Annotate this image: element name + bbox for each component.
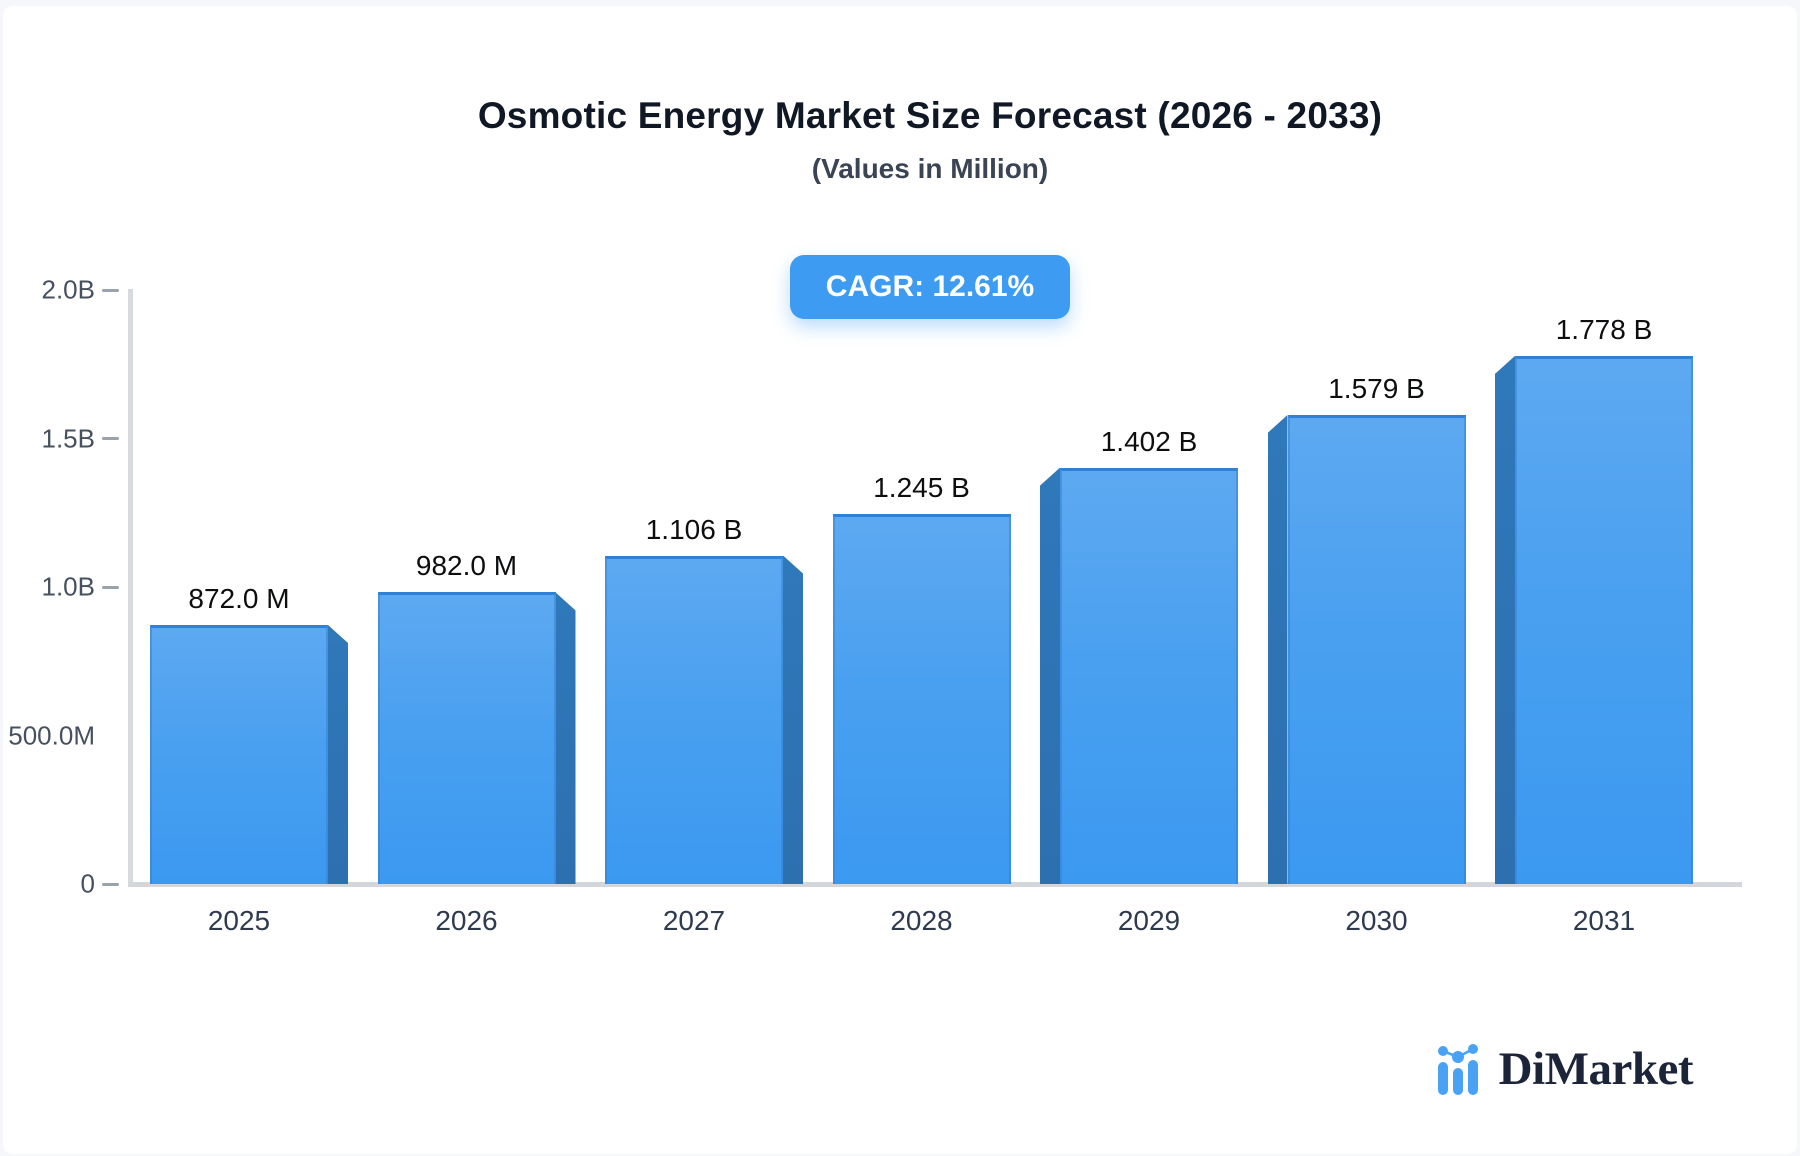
y-axis-label: 0 <box>80 868 95 899</box>
bar <box>377 592 556 884</box>
x-axis-label: 2028 <box>890 905 953 936</box>
x-axis-label: 2030 <box>1345 905 1408 936</box>
bar-side <box>1267 415 1288 884</box>
bar <box>605 555 783 884</box>
bar-side <box>555 592 576 884</box>
bar-value-label: 1.778 B <box>1555 313 1653 345</box>
bar <box>1060 467 1238 884</box>
chart-card: Osmotic Energy Market Size Forecast (202… <box>3 6 1797 1154</box>
y-axis-tick <box>102 882 119 886</box>
y-axis-line <box>128 289 133 887</box>
bar-value-label: 1.402 B <box>1100 425 1198 457</box>
y-axis-label: 500.0M <box>8 720 95 750</box>
y-axis-label: 1.5B <box>41 423 96 453</box>
bar-value-label: 1.106 B <box>645 513 743 545</box>
bar-value-label: 1.245 B <box>873 472 970 504</box>
y-axis-tick <box>102 288 119 292</box>
chart-header: Osmotic Energy Market Size Forecast (202… <box>63 95 1797 185</box>
bar <box>1515 355 1693 884</box>
brand-name: DiMarket <box>1498 1043 1694 1095</box>
x-axis-label: 2026 <box>435 905 498 936</box>
bar-side <box>1495 355 1515 884</box>
bar-chart-line-icon <box>1437 1044 1478 1095</box>
y-axis-label: 1.0B <box>41 571 96 602</box>
bar-side <box>783 555 803 884</box>
bar <box>1287 415 1466 884</box>
y-axis-tick <box>102 585 119 589</box>
bar-side <box>1040 467 1060 884</box>
chart-subtitle: (Values in Million) <box>811 153 1049 184</box>
bar-value-label: 1.579 B <box>1328 373 1425 405</box>
chart-title: Osmotic Energy Market Size Forecast (202… <box>477 95 1383 136</box>
x-axis-label: 2027 <box>662 905 726 936</box>
bar-value-label: 872.0 M <box>188 583 290 615</box>
x-axis-line <box>128 882 1742 887</box>
brand-logo: DiMarket <box>1437 1038 1694 1100</box>
x-axis-label: 2031 <box>1572 905 1636 936</box>
x-axis-label: 2025 <box>207 905 271 936</box>
bar-side <box>328 625 348 884</box>
x-axis-label: 2029 <box>1117 905 1181 936</box>
plot-area: 2.0B 1.5B 1.0B 500.0M 0 872.0 M 2025 982.0 M 202… <box>3 6 1797 1154</box>
y-axis-tick <box>102 437 119 440</box>
y-axis-label: 2.0B <box>41 274 96 305</box>
bar-value-label: 982.0 M <box>415 550 518 582</box>
bar <box>832 514 1011 884</box>
bar <box>150 625 328 884</box>
